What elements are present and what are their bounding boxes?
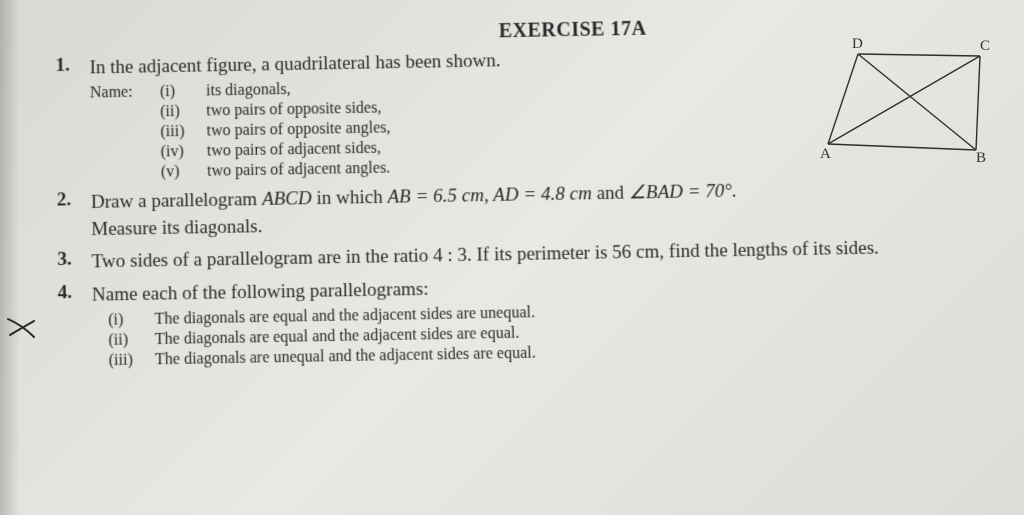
q1-name-label: Name: [90, 83, 160, 102]
q4-iii-marker: (iii) [109, 351, 155, 370]
q1-iv-text: two pairs of adjacent sides, [207, 139, 381, 160]
q1-number: 1. [55, 54, 89, 77]
quadrilateral-svg [816, 42, 996, 172]
quadrilateral-figure: D C A B [816, 42, 996, 172]
q2-e: and [592, 182, 629, 204]
q1-lead: In the adjacent figure, a quadrilateral … [90, 50, 501, 78]
vertex-C: C [980, 38, 990, 55]
q1-ii-marker: (ii) [160, 102, 206, 121]
q1-ii-text: two pairs of opposite sides, [206, 99, 381, 120]
q4-ii-marker: (ii) [108, 331, 154, 350]
q4-i-marker: (i) [108, 310, 154, 329]
vertex-B: B [976, 150, 986, 167]
q1-i-marker: (i) [160, 82, 206, 101]
q1-iv-marker: (iv) [161, 142, 207, 161]
q2-line2: Measure its diagonals. [91, 216, 262, 240]
q2-a: Draw a parallelogram [91, 188, 262, 212]
vertex-D: D [852, 36, 863, 53]
vertex-A: A [820, 146, 831, 163]
q4-iii-text: The diagonals are unequal and the adjace… [155, 344, 536, 369]
q2-body: Draw a parallelogram ABCD in which AB = … [91, 173, 975, 244]
q2-c: in which [312, 186, 388, 208]
q2-f: ∠BAD = 70°. [629, 180, 737, 203]
question-2: 2. Draw a parallelogram ABCD in which AB… [57, 173, 975, 245]
q2-number: 2. [57, 188, 91, 211]
strike-mark-icon [4, 315, 40, 343]
q1-v-marker: (v) [161, 162, 207, 181]
q1-v-text: two pairs of adjacent angles. [207, 159, 390, 180]
q1-iii-text: two pairs of opposite angles, [206, 119, 390, 140]
q1-i-text: its diagonals, [206, 80, 291, 100]
q2-d: AB = 6.5 cm, AD = 4.8 cm [387, 183, 592, 208]
q4-number: 4. [58, 282, 92, 305]
q3-number: 3. [57, 248, 91, 271]
q2-b: ABCD [262, 188, 312, 210]
q1-iii-marker: (iii) [160, 122, 206, 141]
